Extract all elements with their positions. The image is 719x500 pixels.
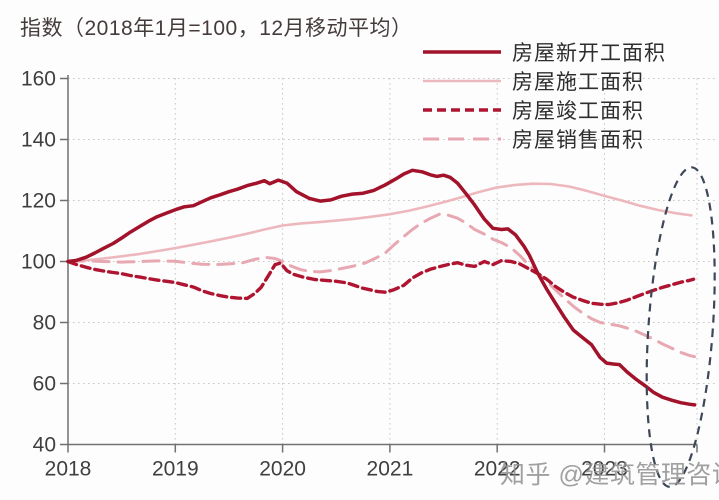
legend-item-construction: 房屋施工面积 <box>421 66 666 95</box>
series-line-construction <box>66 182 693 263</box>
legend-item-sales: 房屋销售面积 <box>421 124 666 153</box>
watermark: 知乎 @建筑管理咨询 <box>500 461 719 489</box>
y-tick-label: 120 <box>21 190 56 213</box>
chart-title: 指数（2018年1月=100，12月移动平均） <box>20 17 413 40</box>
legend-line-dashed-dark-red-icon <box>423 107 501 112</box>
x-tick-label: 2021 <box>367 458 414 481</box>
x-tick-label: 2018 <box>45 458 92 481</box>
legend-line-solid-dark-red-icon <box>423 49 501 54</box>
series-line-sales <box>66 212 697 359</box>
legend-label-construction: 房屋施工面积 <box>512 70 644 94</box>
y-tick-label: 40 <box>33 434 56 457</box>
highlight-ellipse <box>645 166 716 488</box>
x-tick-label: 2019 <box>152 458 199 481</box>
legend-item-new-starts: 房屋新开工面积 <box>421 37 666 66</box>
legend-label-completed: 房屋竣工面积 <box>512 99 644 123</box>
legend-label-sales: 房屋销售面积 <box>512 128 644 152</box>
legend-line-solid-pink-icon <box>423 79 501 82</box>
legend-line-dashed-pink-icon <box>423 137 501 140</box>
legend-item-completed: 房屋竣工面积 <box>421 95 666 124</box>
legend-label-new-starts: 房屋新开工面积 <box>512 41 666 65</box>
y-tick-label: 100 <box>21 251 56 274</box>
x-tick-label: 2020 <box>259 458 306 481</box>
series-line-completed <box>66 258 696 307</box>
series-line-new-starts <box>66 168 697 407</box>
x-tick-label: 2022 <box>474 458 521 481</box>
y-tick-label: 140 <box>21 129 56 152</box>
y-tick-label: 80 <box>33 312 56 335</box>
legend: 房屋新开工面积 房屋施工面积 房屋竣工面积 房屋销售面积 <box>421 37 666 153</box>
x-tick-label: 2023 <box>581 458 628 481</box>
y-tick-label: 160 <box>21 68 56 91</box>
y-tick-label: 60 <box>33 373 56 396</box>
